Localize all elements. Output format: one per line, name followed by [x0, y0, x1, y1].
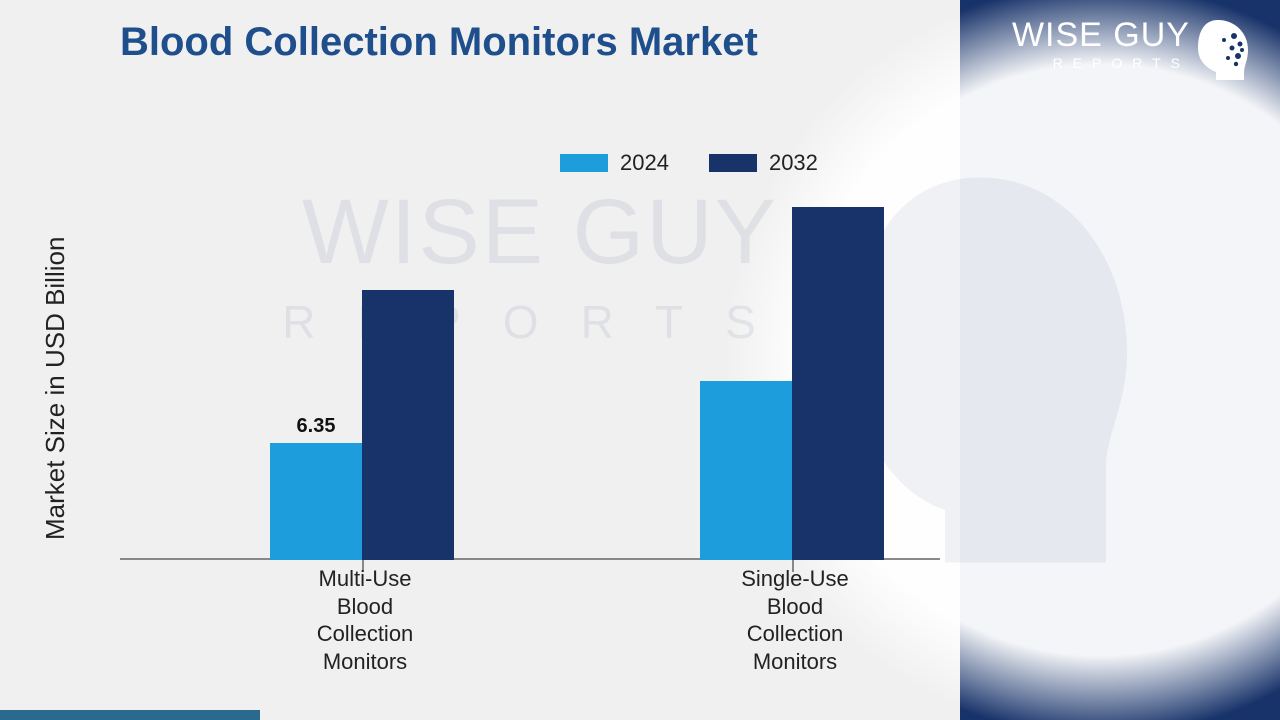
legend-label-2024: 2024 — [620, 150, 669, 176]
bar-2024 — [700, 381, 792, 560]
footer-accent — [0, 710, 260, 720]
legend: 2024 2032 — [560, 150, 818, 176]
legend-item-2024: 2024 — [560, 150, 669, 176]
brand-line2: REPORTS — [1012, 56, 1190, 71]
plot-area: 6.35Multi-UseBloodCollectionMonitorsSing… — [120, 190, 940, 560]
brand-line1: WISE GUY — [1012, 18, 1190, 54]
legend-item-2032: 2032 — [709, 150, 818, 176]
bar-2032 — [362, 290, 454, 560]
bar-2032 — [792, 207, 884, 560]
bar-2024: 6.35 — [270, 443, 362, 560]
y-axis-label: Market Size in USD Billion — [40, 237, 71, 540]
brand-logo: WISE GUY REPORTS — [1012, 18, 1252, 82]
x-axis-label: Multi-UseBloodCollectionMonitors — [255, 565, 475, 675]
legend-swatch-2024 — [560, 154, 608, 172]
x-axis-label: Single-UseBloodCollectionMonitors — [685, 565, 905, 675]
brand-head-icon — [1194, 18, 1252, 82]
legend-label-2032: 2032 — [769, 150, 818, 176]
page-root: WISE GUY REPORTS Blood Collection Monito… — [0, 0, 1280, 720]
bar-value-label: 6.35 — [270, 415, 362, 438]
legend-swatch-2032 — [709, 154, 757, 172]
chart-title: Blood Collection Monitors Market — [120, 20, 758, 65]
